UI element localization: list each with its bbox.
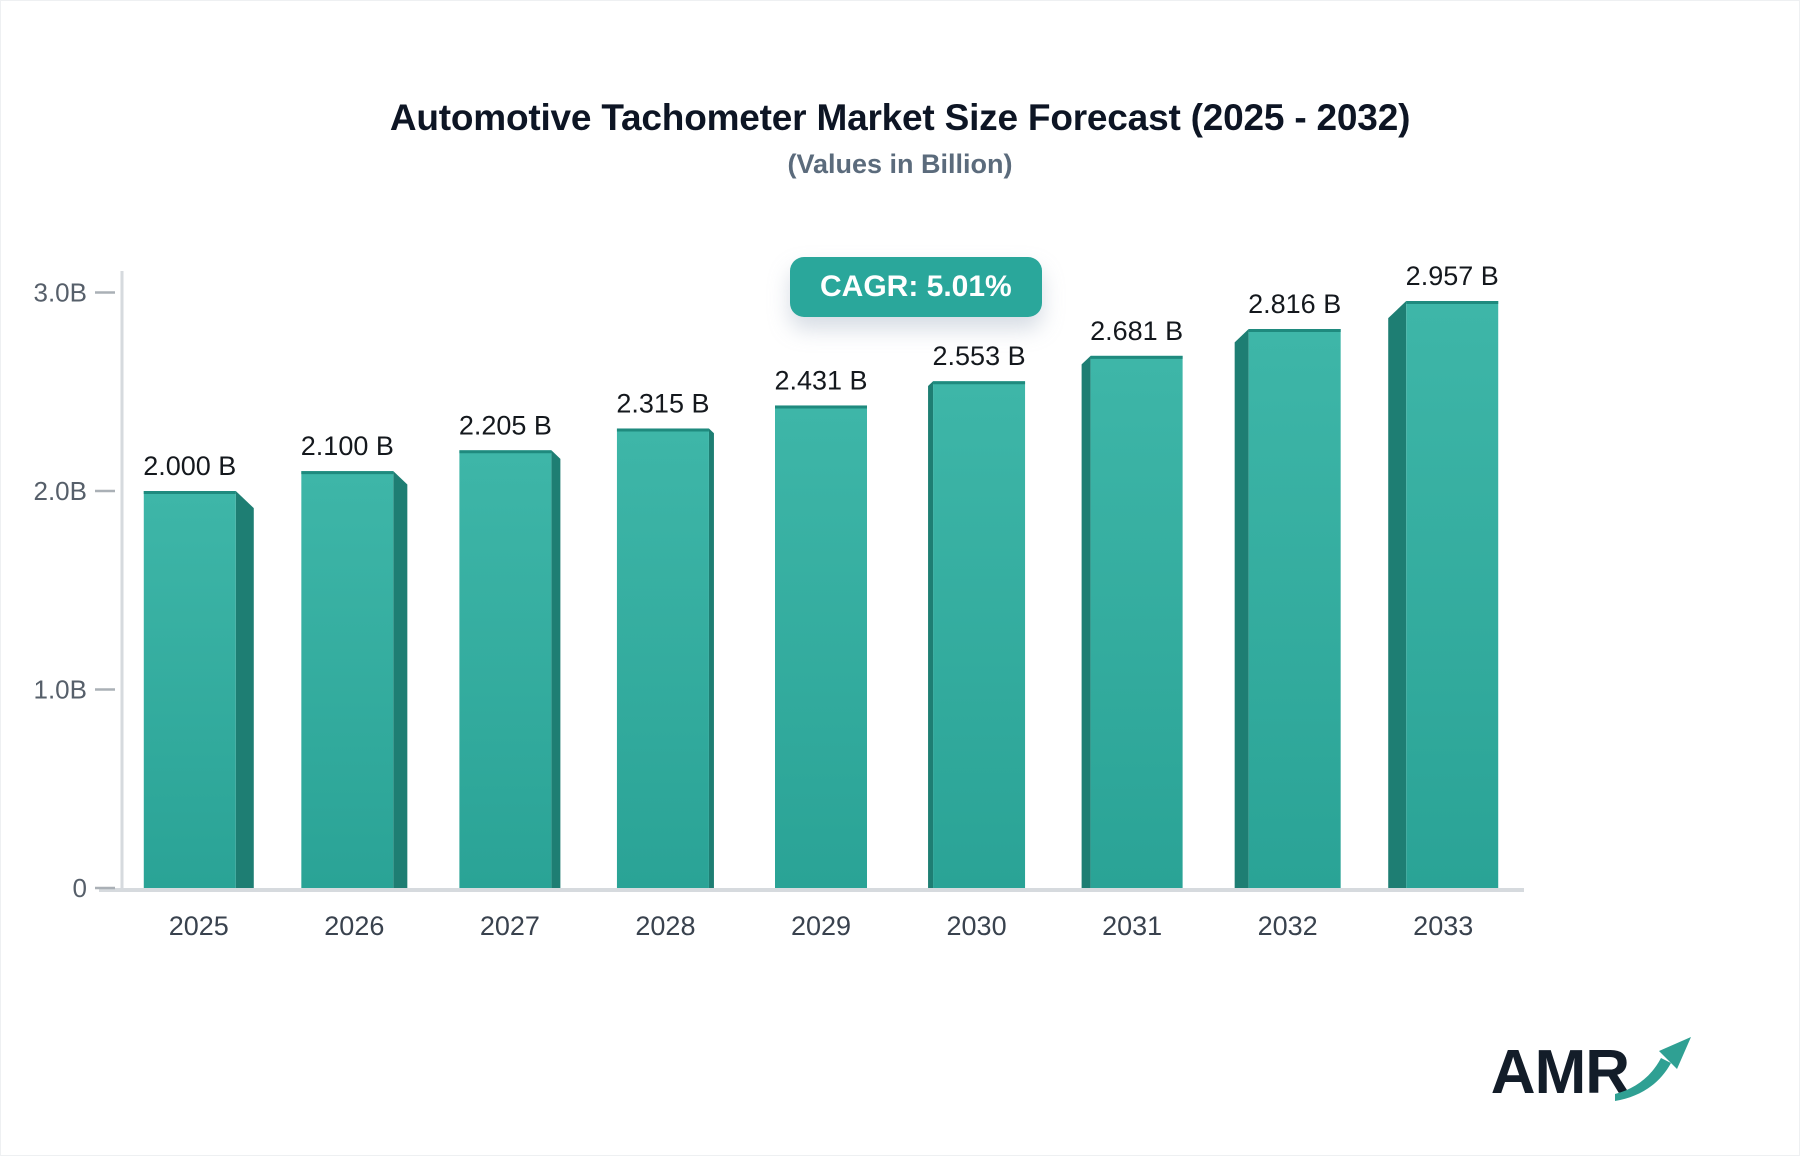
bar-side [551,450,561,888]
growth-arrow-icon [1615,1037,1691,1101]
y-tick-label: 3.0B [34,278,88,308]
bar-face [301,471,394,888]
bar-value-label: 2.681 B [1090,316,1183,346]
bar-value-label: 2.816 B [1248,289,1341,319]
y-tick-label: 2.0B [34,476,88,506]
bar-face [459,450,552,888]
bar-side [1234,329,1249,888]
cagr-badge: CAGR: 5.01% [790,257,1042,317]
x-axis-label: 2029 [791,911,851,941]
bar-side [393,471,408,888]
bar-value-label: 2.100 B [301,431,394,461]
bar-value-label: 2.205 B [459,410,552,440]
amr-logo: AMR [1490,1031,1699,1108]
bar-face [143,491,236,888]
bar-value-label: 2.957 B [1406,261,1499,291]
bar-side [928,381,934,888]
x-axis-label: 2027 [480,911,540,941]
bar-value-label: 2.000 B [143,451,236,481]
chart-subtitle: (Values in Billion) [787,149,1013,179]
x-axis-label: 2025 [169,911,229,941]
y-tick-label: 1.0B [34,675,88,705]
bar-face [1406,301,1499,888]
bar-face [1248,329,1341,888]
bar-side [708,428,714,888]
bar-side [235,491,254,888]
bar-value-label: 2.315 B [616,388,709,418]
bar-value-label: 2.553 B [933,341,1026,371]
y-tick-label: 0 [73,873,87,903]
bar-side [1081,355,1091,888]
x-axis-label: 2031 [1102,911,1162,941]
bar-face [775,405,867,888]
bar-face [933,381,1026,888]
cagr-badge-label: CAGR: 5.01% [820,270,1012,303]
bar-value-label: 2.431 B [774,365,867,395]
bar-face [616,428,709,888]
bar-side [1388,301,1407,888]
x-axis-label: 2028 [635,911,695,941]
x-axis-label: 2026 [324,911,384,941]
chart-title: Automotive Tachometer Market Size Foreca… [389,97,1411,138]
x-axis-label: 2032 [1258,911,1318,941]
bar-face [1090,355,1183,888]
x-axis-label: 2033 [1413,911,1473,941]
x-axis-label: 2030 [947,911,1007,941]
amr-logo-text: AMR [1490,1038,1630,1108]
